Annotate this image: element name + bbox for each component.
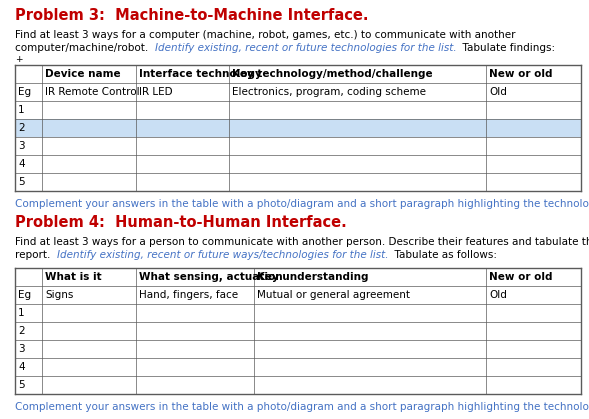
Bar [15, 268, 581, 286]
Bar [15, 340, 581, 358]
Bar [15, 322, 581, 340]
Text: Tabulate findings:: Tabulate findings: [456, 43, 555, 53]
Text: 4: 4 [18, 362, 25, 372]
Bar [15, 119, 581, 137]
Text: Device name: Device name [45, 69, 121, 79]
Text: 3: 3 [18, 141, 25, 151]
Text: Identify existing, recent or future ways/technologies for the list.: Identify existing, recent or future ways… [57, 250, 388, 260]
Bar [15, 173, 581, 191]
Text: IR Remote Control: IR Remote Control [45, 87, 140, 97]
Text: IR LED: IR LED [138, 87, 172, 97]
Text: 2: 2 [18, 123, 25, 133]
Text: 2: 2 [18, 326, 25, 336]
Text: 3: 3 [18, 344, 25, 354]
Text: What is it: What is it [45, 272, 102, 282]
Text: New or old: New or old [489, 69, 553, 79]
Text: Eg: Eg [18, 87, 31, 97]
Text: Hand, fingers, face: Hand, fingers, face [138, 290, 238, 300]
Text: Key understanding: Key understanding [257, 272, 369, 282]
Bar [15, 358, 581, 376]
Text: Problem 3:  Machine-to-Machine Interface.: Problem 3: Machine-to-Machine Interface. [15, 8, 369, 23]
Bar [15, 83, 581, 101]
Text: Identify existing, recent or future technologies for the list.: Identify existing, recent or future tech… [155, 43, 456, 53]
Bar [15, 304, 581, 322]
Text: +: + [15, 55, 22, 64]
Bar [15, 137, 581, 155]
Text: Electronics, program, coding scheme: Electronics, program, coding scheme [232, 87, 426, 97]
Bar [15, 101, 581, 119]
Text: What sensing, actuation: What sensing, actuation [138, 272, 282, 282]
Bar [15, 65, 581, 83]
Text: Problem 4:  Human-to-Human Interface.: Problem 4: Human-to-Human Interface. [15, 215, 347, 230]
Text: 1: 1 [18, 105, 25, 115]
Text: 5: 5 [18, 177, 25, 187]
Text: Find at least 3 ways for a computer (machine, robot, games, etc.) to communicate: Find at least 3 ways for a computer (mac… [15, 30, 515, 40]
Bar [15, 155, 581, 173]
Text: Find at least 3 ways for a person to communicate with another person. Describe t: Find at least 3 ways for a person to com… [15, 237, 589, 247]
Text: Complement your answers in the table with a photo/diagram and a short paragraph : Complement your answers in the table wit… [15, 199, 589, 209]
Text: report.: report. [15, 250, 57, 260]
Text: Key technology/method/challenge: Key technology/method/challenge [232, 69, 432, 79]
Text: Signs: Signs [45, 290, 74, 300]
Text: Eg: Eg [18, 290, 31, 300]
Text: computer/machine/robot.: computer/machine/robot. [15, 43, 155, 53]
Text: 1: 1 [18, 308, 25, 318]
Text: New or old: New or old [489, 272, 553, 282]
Bar [15, 376, 581, 394]
Text: 4: 4 [18, 159, 25, 169]
Text: Interface technology: Interface technology [138, 69, 262, 79]
Text: Mutual or general agreement: Mutual or general agreement [257, 290, 411, 300]
Text: Old: Old [489, 290, 507, 300]
Text: Old: Old [489, 87, 507, 97]
Bar [15, 286, 581, 304]
Text: 5: 5 [18, 380, 25, 390]
Text: Complement your answers in the table with a photo/diagram and a short paragraph : Complement your answers in the table wit… [15, 402, 589, 412]
Text: Tabulate as follows:: Tabulate as follows: [388, 250, 497, 260]
